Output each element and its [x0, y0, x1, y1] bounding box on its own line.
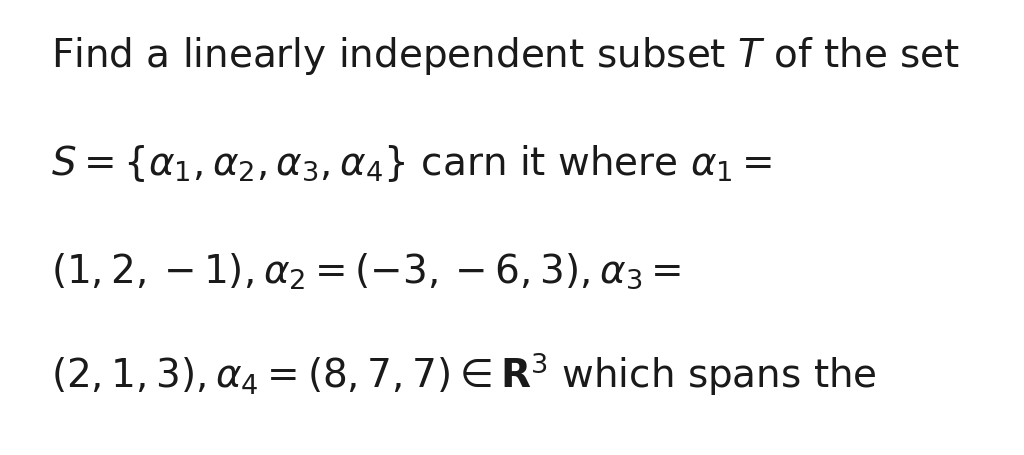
Text: $(1, 2, -1), \alpha_2 = (-3, -6, 3), \alpha_3 =$: $(1, 2, -1), \alpha_2 = (-3, -6, 3), \al…: [51, 252, 682, 291]
Text: $S = \{\alpha_1, \alpha_2, \alpha_3, \alpha_4\}$ carn it where $\alpha_1 =$: $S = \{\alpha_1, \alpha_2, \alpha_3, \al…: [51, 143, 772, 184]
Text: $(2, 1, 3), \alpha_4 = (8, 7, 7) \in \mathbf{R}^3$ which spans the: $(2, 1, 3), \alpha_4 = (8, 7, 7) \in \ma…: [51, 350, 877, 398]
Text: Find a linearly independent subset $T$ of the set: Find a linearly independent subset $T$ o…: [51, 35, 961, 77]
